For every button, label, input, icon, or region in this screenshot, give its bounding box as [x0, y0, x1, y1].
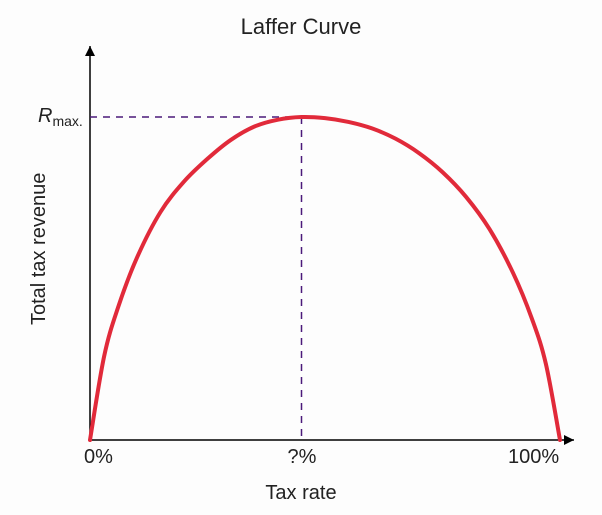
x-tick-label: ?% [288, 446, 317, 469]
x-tick-label: 100% [508, 446, 559, 469]
x-tick-label: 0% [84, 446, 113, 469]
plot-svg [0, 0, 602, 515]
chart-container: Laffer Curve Total tax revenue Tax rate … [0, 0, 602, 515]
